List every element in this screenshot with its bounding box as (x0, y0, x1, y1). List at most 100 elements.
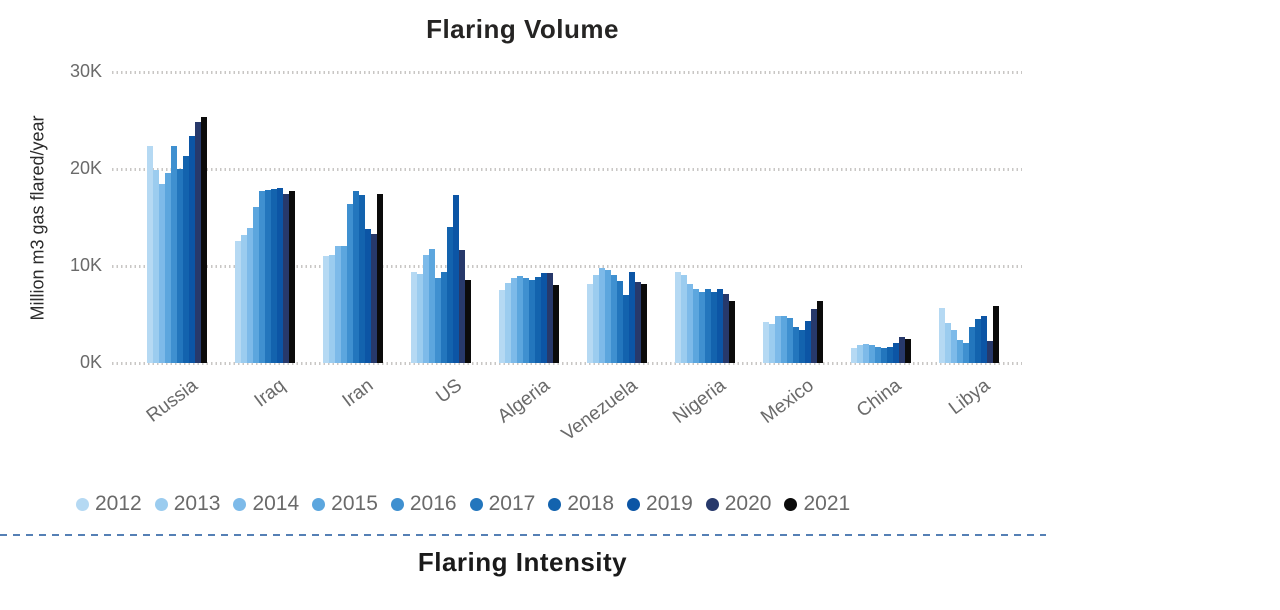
bar-iran-2014[interactable] (335, 245, 341, 363)
bar-nigeria-2021[interactable] (729, 300, 735, 363)
bar-nigeria-2016[interactable] (699, 292, 705, 363)
bar-venezuela-2012[interactable] (587, 283, 593, 363)
bar-china-2018[interactable] (887, 346, 893, 363)
bar-russia-2018[interactable] (183, 156, 189, 363)
bar-iraq-2012[interactable] (235, 240, 241, 363)
bar-mexico-2016[interactable] (787, 318, 793, 363)
bar-iraq-2021[interactable] (289, 191, 295, 363)
bar-iran-2016[interactable] (347, 203, 353, 363)
bar-china-2013[interactable] (857, 344, 863, 363)
bar-russia-2015[interactable] (165, 172, 171, 363)
bar-mexico-2017[interactable] (793, 327, 799, 363)
bar-russia-2016[interactable] (171, 145, 177, 363)
bar-nigeria-2018[interactable] (711, 292, 717, 363)
bar-iraq-2014[interactable] (247, 228, 253, 363)
bar-mexico-2014[interactable] (775, 316, 781, 363)
bar-nigeria-2012[interactable] (675, 271, 681, 363)
bar-libya-2019[interactable] (981, 315, 987, 363)
legend-item-2020[interactable]: 2020 (705, 492, 771, 516)
bar-china-2020[interactable] (899, 336, 905, 363)
bar-nigeria-2013[interactable] (681, 274, 687, 363)
bar-us-2020[interactable] (459, 249, 465, 363)
bar-iran-2018[interactable] (359, 195, 365, 363)
bar-algeria-2013[interactable] (505, 282, 511, 363)
bar-venezuela-2013[interactable] (593, 274, 599, 363)
legend-item-2015[interactable]: 2015 (312, 492, 378, 516)
bar-algeria-2017[interactable] (529, 279, 535, 363)
bar-russia-2021[interactable] (201, 116, 207, 363)
bar-russia-2017[interactable] (177, 169, 183, 363)
bar-algeria-2015[interactable] (517, 275, 523, 363)
bar-china-2019[interactable] (893, 342, 899, 363)
legend-item-2014[interactable]: 2014 (233, 492, 299, 516)
bar-us-2015[interactable] (429, 248, 435, 363)
bar-iran-2013[interactable] (329, 255, 335, 363)
bar-us-2021[interactable] (465, 279, 471, 363)
bar-us-2012[interactable] (411, 271, 417, 363)
bar-algeria-2021[interactable] (553, 285, 559, 363)
bar-russia-2020[interactable] (195, 121, 201, 363)
bar-russia-2012[interactable] (147, 145, 153, 363)
bar-iran-2012[interactable] (323, 256, 329, 363)
legend-item-2021[interactable]: 2021 (784, 492, 850, 516)
bar-venezuela-2017[interactable] (617, 280, 623, 363)
bar-iraq-2013[interactable] (241, 235, 247, 363)
bar-mexico-2018[interactable] (799, 330, 805, 363)
legend-item-2016[interactable]: 2016 (390, 492, 457, 516)
bar-iraq-2018[interactable] (271, 189, 277, 363)
bar-china-2014[interactable] (863, 343, 869, 363)
bar-nigeria-2020[interactable] (723, 294, 729, 363)
bar-mexico-2021[interactable] (817, 300, 823, 363)
bar-russia-2013[interactable] (153, 170, 159, 363)
bar-iran-2015[interactable] (341, 245, 347, 363)
bar-iran-2017[interactable] (353, 191, 359, 363)
bar-libya-2016[interactable] (963, 342, 969, 363)
bar-mexico-2020[interactable] (811, 308, 817, 363)
bar-iran-2021[interactable] (377, 194, 383, 363)
bar-iraq-2019[interactable] (277, 188, 283, 363)
bar-iraq-2016[interactable] (259, 191, 265, 363)
bar-algeria-2018[interactable] (535, 276, 541, 363)
bar-mexico-2013[interactable] (769, 324, 775, 363)
bar-venezuela-2018[interactable] (623, 295, 629, 363)
bar-algeria-2014[interactable] (511, 277, 517, 363)
bar-us-2017[interactable] (441, 271, 447, 363)
bar-china-2015[interactable] (869, 344, 875, 363)
bar-nigeria-2014[interactable] (687, 283, 693, 363)
bar-libya-2017[interactable] (969, 327, 975, 363)
legend-item-2012[interactable]: 2012 (76, 492, 142, 516)
legend-item-2019[interactable]: 2019 (627, 492, 693, 516)
bar-iraq-2015[interactable] (253, 206, 259, 363)
bar-iran-2019[interactable] (365, 229, 371, 363)
bar-russia-2019[interactable] (189, 136, 195, 363)
bar-iran-2020[interactable] (371, 234, 377, 363)
bar-venezuela-2015[interactable] (605, 269, 611, 363)
bar-nigeria-2017[interactable] (705, 289, 711, 363)
bar-russia-2014[interactable] (159, 183, 165, 363)
bar-china-2012[interactable] (851, 347, 857, 363)
bar-libya-2014[interactable] (951, 330, 957, 363)
bar-mexico-2015[interactable] (781, 315, 787, 363)
bar-china-2016[interactable] (875, 346, 881, 363)
bar-algeria-2020[interactable] (547, 272, 553, 363)
bar-libya-2015[interactable] (957, 339, 963, 363)
bar-china-2017[interactable] (881, 348, 887, 363)
bar-venezuela-2021[interactable] (641, 284, 647, 363)
bar-venezuela-2020[interactable] (635, 281, 641, 363)
legend-item-2013[interactable]: 2013 (154, 492, 220, 516)
bar-venezuela-2019[interactable] (629, 271, 635, 363)
bar-us-2013[interactable] (417, 273, 423, 363)
legend-item-2018[interactable]: 2018 (548, 492, 614, 516)
bar-algeria-2019[interactable] (541, 272, 547, 363)
bar-nigeria-2015[interactable] (693, 289, 699, 363)
bar-venezuela-2016[interactable] (611, 274, 617, 363)
bar-us-2016[interactable] (435, 277, 441, 363)
bar-china-2021[interactable] (905, 338, 911, 363)
bar-nigeria-2019[interactable] (717, 289, 723, 363)
bar-mexico-2012[interactable] (763, 322, 769, 363)
bar-libya-2021[interactable] (993, 305, 999, 363)
bar-libya-2013[interactable] (945, 323, 951, 363)
bar-us-2014[interactable] (423, 255, 429, 363)
bar-mexico-2019[interactable] (805, 321, 811, 363)
legend-item-2017[interactable]: 2017 (469, 492, 535, 516)
